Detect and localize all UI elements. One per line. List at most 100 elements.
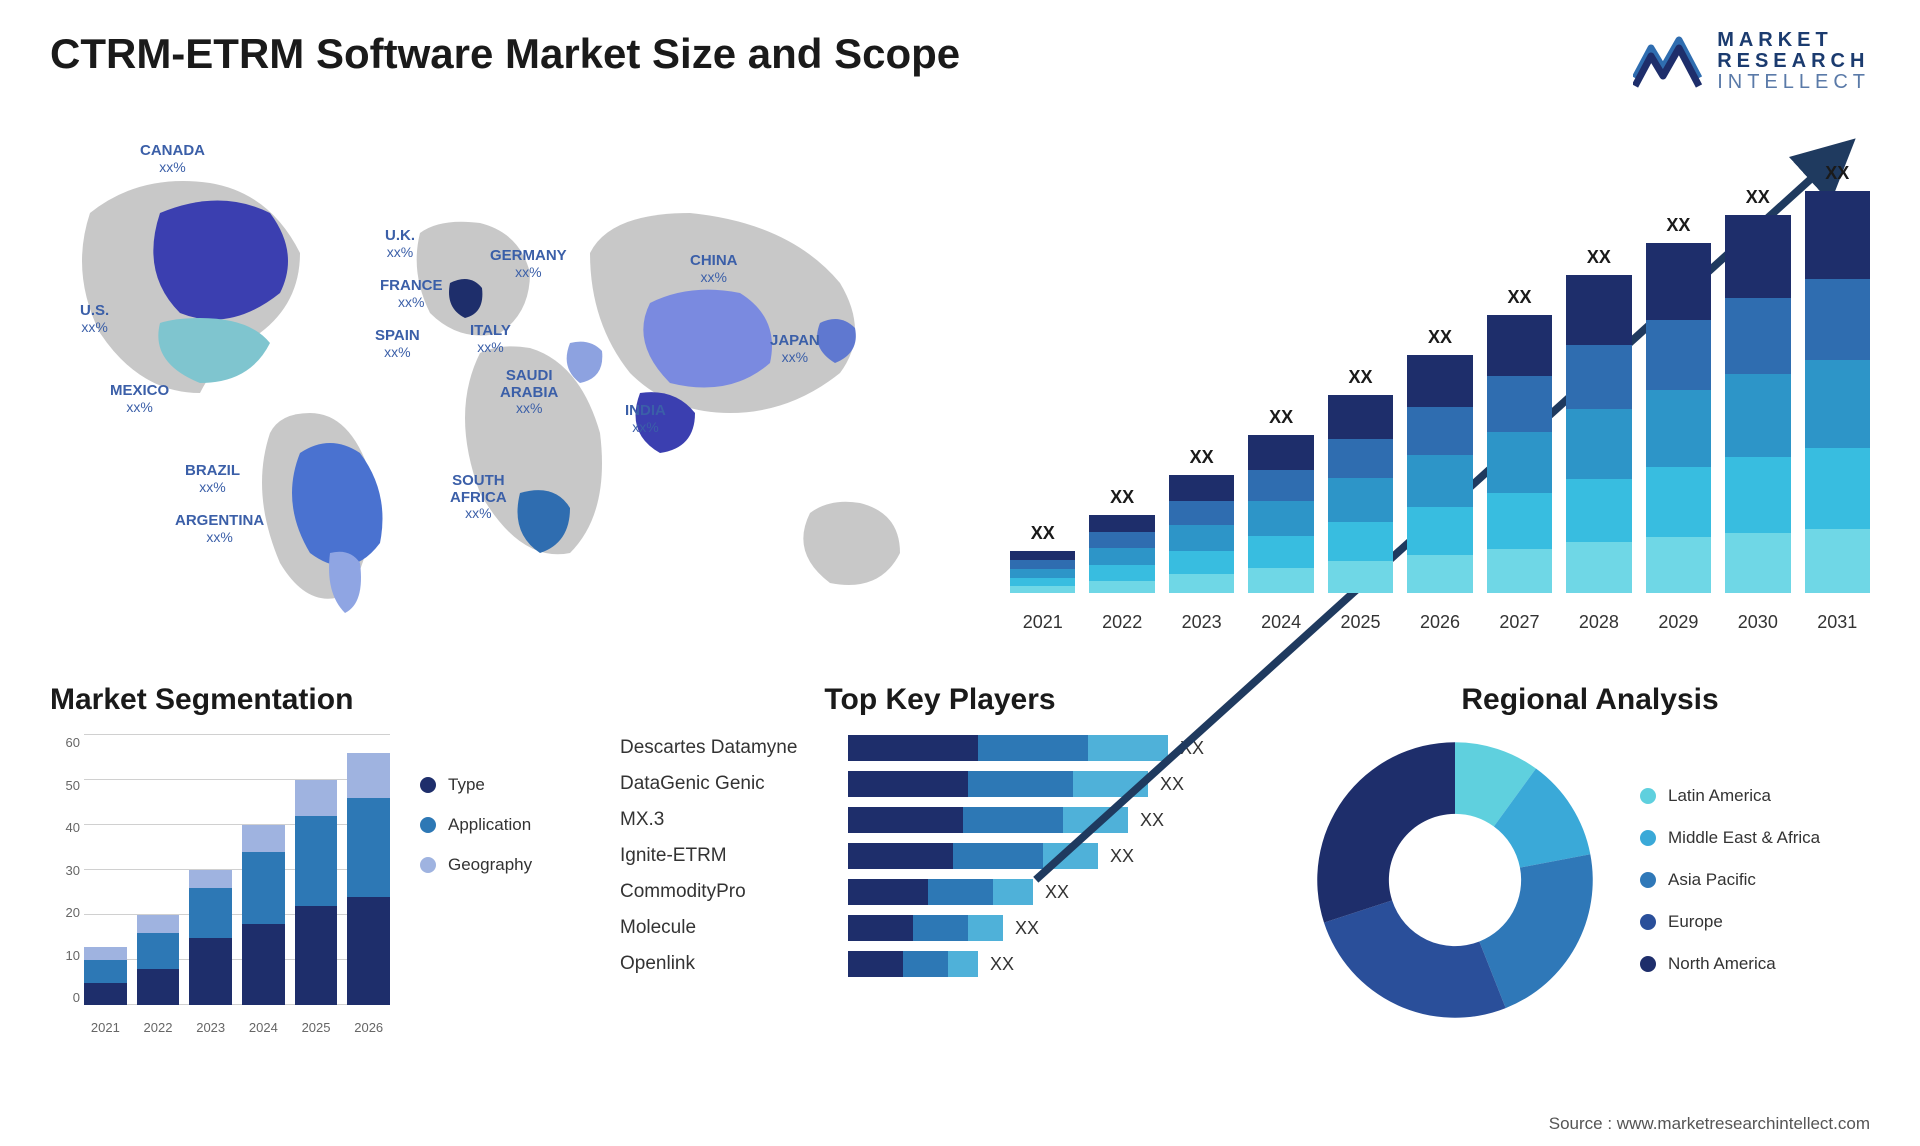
growth-bar-year: 2030 bbox=[1725, 612, 1790, 633]
player-bar bbox=[848, 771, 1148, 797]
player-name: Ignite-ETRM bbox=[620, 845, 830, 867]
growth-bar: XX bbox=[1725, 215, 1790, 593]
player-bar bbox=[848, 915, 1003, 941]
player-bar bbox=[848, 807, 1128, 833]
growth-bar: XX bbox=[1566, 275, 1631, 593]
segmentation-legend: TypeApplicationGeography bbox=[420, 735, 532, 1035]
regional-legend-item: Asia Pacific bbox=[1640, 870, 1820, 890]
logo-line1: MARKET bbox=[1717, 30, 1870, 51]
player-value: XX bbox=[1110, 846, 1134, 867]
player-name: Openlink bbox=[620, 953, 830, 975]
growth-bar: XX bbox=[1407, 355, 1472, 593]
map-label: SOUTHAFRICAxx% bbox=[450, 473, 507, 523]
growth-bar: XX bbox=[1328, 395, 1393, 593]
growth-bar-year: 2022 bbox=[1089, 612, 1154, 633]
segmentation-year: 2025 bbox=[295, 1020, 338, 1035]
map-label: CANADAxx% bbox=[140, 143, 205, 176]
map-label: U.S.xx% bbox=[80, 303, 109, 336]
growth-bar-year: 2027 bbox=[1487, 612, 1552, 633]
player-name: DataGenic Genic bbox=[620, 773, 830, 795]
player-bar bbox=[848, 735, 1168, 761]
map-label: CHINAxx% bbox=[690, 253, 738, 286]
growth-bar-year: 2029 bbox=[1646, 612, 1711, 633]
regional-legend-item: Europe bbox=[1640, 912, 1820, 932]
growth-bar-year: 2025 bbox=[1328, 612, 1393, 633]
map-label: SPAINxx% bbox=[375, 328, 420, 361]
growth-bar-year: 2026 bbox=[1407, 612, 1472, 633]
map-label: GERMANYxx% bbox=[490, 248, 567, 281]
player-value: XX bbox=[1140, 810, 1164, 831]
growth-bar-value: XX bbox=[1725, 187, 1790, 208]
players-panel: Top Key Players Descartes DatamyneXX Data… bbox=[620, 683, 1260, 1063]
regional-donut-chart bbox=[1310, 735, 1600, 1025]
growth-bar: XX bbox=[1487, 315, 1552, 593]
map-label: U.K.xx% bbox=[385, 228, 415, 261]
player-bar bbox=[848, 843, 1098, 869]
players-title: Top Key Players bbox=[620, 683, 1260, 717]
growth-bar: XX bbox=[1169, 475, 1234, 593]
source-attribution: Source : www.marketresearchintellect.com bbox=[1549, 1114, 1870, 1134]
player-value: XX bbox=[1045, 882, 1069, 903]
growth-bar: XX bbox=[1646, 243, 1711, 593]
segmentation-legend-item: Application bbox=[420, 815, 532, 835]
segmentation-bar bbox=[347, 753, 390, 1005]
growth-bar: XX bbox=[1089, 515, 1154, 593]
regional-panel: Regional Analysis Latin America Middle Ea… bbox=[1310, 683, 1870, 1063]
player-name: CommodityPro bbox=[620, 881, 830, 903]
player-bar bbox=[848, 879, 1033, 905]
world-map-panel: CANADAxx% U.S.xx% MEXICOxx% BRAZILxx% ARGENT… bbox=[50, 123, 970, 643]
segmentation-bar bbox=[137, 915, 180, 1005]
growth-bar-value: XX bbox=[1328, 367, 1393, 388]
segmentation-title: Market Segmentation bbox=[50, 683, 570, 717]
donut-segment bbox=[1317, 742, 1455, 922]
player-value: XX bbox=[1015, 918, 1039, 939]
segmentation-bar bbox=[295, 780, 338, 1005]
segmentation-year: 2021 bbox=[84, 1020, 127, 1035]
segmentation-panel: Market Segmentation 6050403020100 202120… bbox=[50, 683, 570, 1063]
player-row: MoleculeXX bbox=[620, 915, 1260, 941]
page-title: CTRM-ETRM Software Market Size and Scope bbox=[50, 30, 960, 78]
growth-bar-value: XX bbox=[1407, 327, 1472, 348]
growth-bar-value: XX bbox=[1248, 407, 1313, 428]
player-row: DataGenic Genic XX bbox=[620, 771, 1260, 797]
growth-bar-value: XX bbox=[1646, 215, 1711, 236]
player-value: XX bbox=[1160, 774, 1184, 795]
segmentation-year: 2024 bbox=[242, 1020, 285, 1035]
player-value: XX bbox=[990, 954, 1014, 975]
player-row: MX.3 XX bbox=[620, 807, 1260, 833]
player-row: Openlink XX bbox=[620, 951, 1260, 977]
segmentation-legend-item: Geography bbox=[420, 855, 532, 875]
growth-bar-year: 2031 bbox=[1805, 612, 1870, 633]
growth-bar-chart: XXXXXXXXXXXXXXXXXXXXXX 20212022202320242… bbox=[1010, 123, 1870, 643]
donut-segment bbox=[1324, 900, 1506, 1017]
player-name: MX.3 bbox=[620, 809, 830, 831]
map-label: BRAZILxx% bbox=[185, 463, 240, 496]
player-bar bbox=[848, 951, 978, 977]
growth-bar-value: XX bbox=[1169, 447, 1234, 468]
growth-bar-value: XX bbox=[1805, 163, 1870, 184]
map-label: MEXICOxx% bbox=[110, 383, 169, 416]
map-label: ARGENTINAxx% bbox=[175, 513, 264, 546]
growth-bar-value: XX bbox=[1010, 523, 1075, 544]
segmentation-year: 2026 bbox=[347, 1020, 390, 1035]
regional-legend-item: Middle East & Africa bbox=[1640, 828, 1820, 848]
regional-legend-item: Latin America bbox=[1640, 786, 1820, 806]
player-row: Descartes DatamyneXX bbox=[620, 735, 1260, 761]
regional-legend: Latin America Middle East & Africa Asia Pa… bbox=[1640, 786, 1820, 974]
player-row: CommodityPro XX bbox=[620, 879, 1260, 905]
growth-bar-value: XX bbox=[1089, 487, 1154, 508]
growth-bar-year: 2028 bbox=[1566, 612, 1631, 633]
regional-title: Regional Analysis bbox=[1310, 683, 1870, 717]
growth-bar-year: 2021 bbox=[1010, 612, 1075, 633]
growth-bar: XX bbox=[1248, 435, 1313, 593]
map-label: JAPANxx% bbox=[770, 333, 820, 366]
segmentation-bar bbox=[242, 825, 285, 1005]
map-label: FRANCExx% bbox=[380, 278, 443, 311]
segmentation-bar bbox=[189, 870, 232, 1005]
map-label: INDIAxx% bbox=[625, 403, 666, 436]
growth-bar-value: XX bbox=[1487, 287, 1552, 308]
logo-line3: INTELLECT bbox=[1717, 72, 1870, 93]
segmentation-chart: 6050403020100 202120222023202420252026 bbox=[50, 735, 390, 1035]
map-label: ITALYxx% bbox=[470, 323, 511, 356]
regional-legend-item: North America bbox=[1640, 954, 1820, 974]
